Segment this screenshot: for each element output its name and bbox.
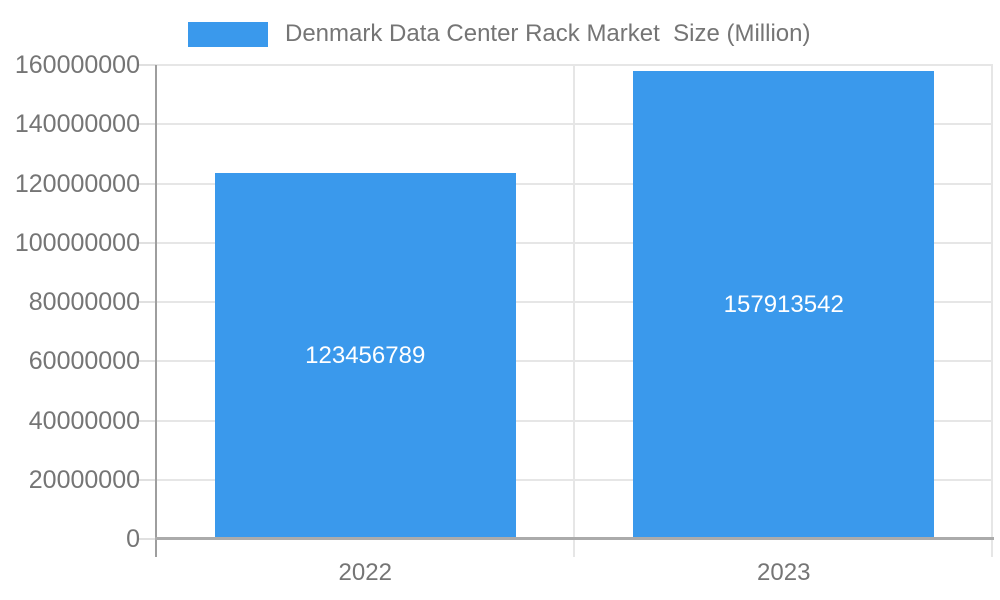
y-tick: [139, 538, 156, 540]
y-tick: [139, 419, 156, 422]
y-tick-label: 60000000: [28, 347, 140, 376]
y-tick: [139, 123, 156, 126]
y-tick: [139, 478, 156, 481]
gridline: [156, 182, 993, 185]
y-tick-label: 0: [126, 525, 140, 553]
legend-label: Denmark Data Center Rack Market Size (Mi…: [285, 20, 811, 47]
y-tick: [139, 301, 156, 303]
x-tick-label: 2023: [757, 559, 811, 586]
y-tick-label: 100000000: [14, 228, 140, 257]
y-tick-label: 40000000: [28, 406, 140, 435]
y-tick: [139, 64, 156, 66]
y-tick: [139, 360, 156, 363]
gridline: [156, 64, 993, 66]
gridline: [156, 123, 993, 126]
bar: 123456789: [214, 173, 516, 539]
gridline: [156, 360, 993, 363]
gridline: [156, 241, 993, 244]
y-tick-label: 120000000: [14, 169, 140, 198]
gridline: [156, 419, 993, 422]
y-axis-line: [155, 65, 157, 557]
plot-border-line: [991, 65, 993, 557]
plot-border-line: [572, 65, 575, 557]
gridline: [156, 478, 993, 481]
legend-swatch: [188, 21, 268, 47]
y-tick-label: 80000000: [28, 288, 140, 316]
bar-value-label: 123456789: [305, 342, 426, 370]
y-tick: [139, 241, 156, 244]
gridline: [156, 301, 993, 303]
x-tick-label: 2022: [338, 559, 392, 586]
y-tick-label: 160000000: [14, 51, 140, 79]
y-tick-label: 140000000: [14, 110, 140, 139]
bar: 157913542: [633, 71, 935, 539]
y-tick-label: 20000000: [28, 465, 140, 494]
y-tick: [139, 182, 156, 185]
chart-legend: Denmark Data Center Rack Market Size (Mi…: [188, 20, 810, 48]
x-axis-line: [155, 537, 994, 540]
bar-value-label: 157913542: [723, 291, 844, 319]
